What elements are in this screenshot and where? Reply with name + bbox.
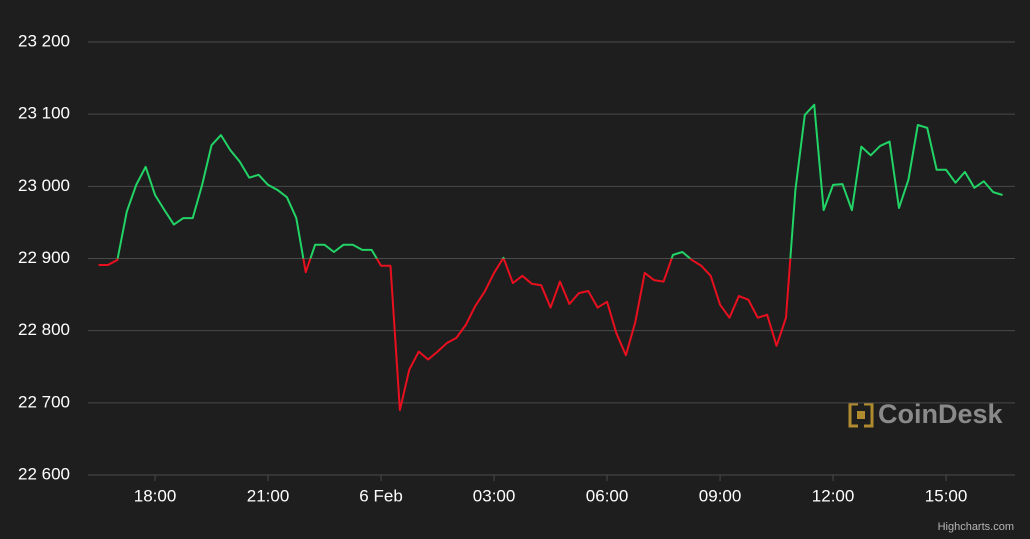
x-tick-label: 15:00: [925, 486, 968, 505]
x-tick-label: 21:00: [247, 486, 290, 505]
x-tick-label: 12:00: [812, 486, 855, 505]
y-tick-label: 22 800: [18, 320, 70, 339]
y-tick-label: 22 600: [18, 464, 70, 483]
y-tick-label: 22 900: [18, 248, 70, 267]
watermark-logo: [848, 402, 874, 428]
line-above-threshold: [116, 103, 1003, 259]
y-tick-label: 23 000: [18, 176, 70, 195]
credits: Highcharts.com: [938, 521, 1014, 533]
watermark-text: CoinDesk: [878, 399, 1004, 429]
x-tick-label: 03:00: [473, 486, 516, 505]
line-below-threshold: [98, 258, 792, 412]
y-tick-label: 23 200: [18, 31, 70, 50]
x-tick-label: 09:00: [699, 486, 742, 505]
x-tick-label: 6 Feb: [359, 486, 402, 505]
y-tick-label: 22 700: [18, 392, 70, 411]
x-tick-label: 06:00: [586, 486, 629, 505]
x-tick-label: 18:00: [134, 486, 177, 505]
watermark: CoinDesk: [848, 399, 1004, 429]
y-tick-label: 23 100: [18, 104, 70, 123]
